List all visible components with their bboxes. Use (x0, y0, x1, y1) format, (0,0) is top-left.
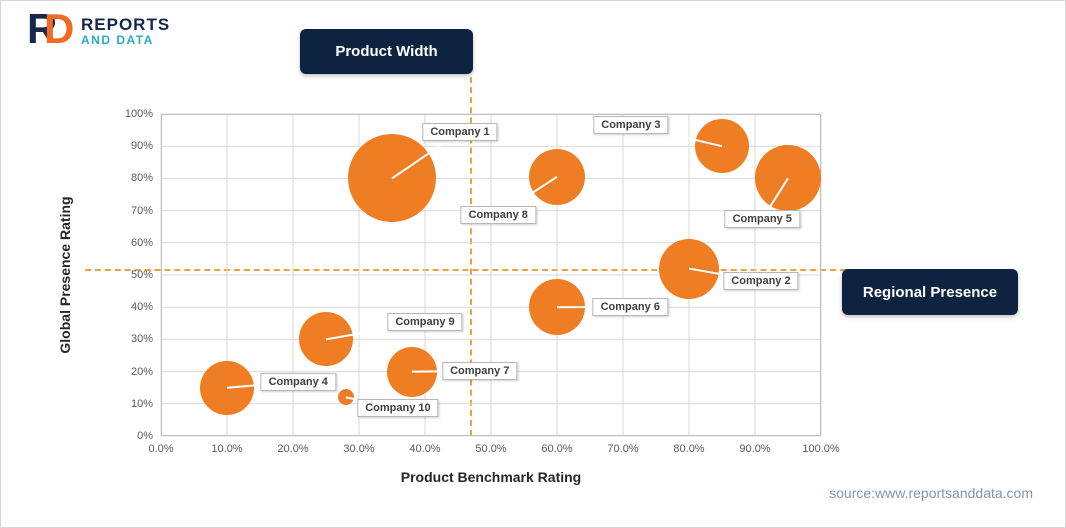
y-tick: 90% (130, 140, 153, 153)
y-tick: 20% (130, 365, 153, 378)
y-tick: 10% (130, 397, 153, 410)
label-company-9: Company 9 (387, 313, 463, 331)
x-tick: 70.0% (607, 443, 639, 455)
logo-line-anddata: AND DATA (81, 32, 154, 47)
product-width-label-box: Product Width (300, 29, 473, 74)
bubble-company-8 (529, 148, 585, 205)
label-company-8: Company 8 (460, 206, 536, 225)
x-tick: 50.0% (475, 443, 507, 455)
logo-mark-icon: R D (27, 5, 79, 52)
bubble-company-5 (755, 145, 821, 212)
regional-presence-label-box: Regional Presence (842, 269, 1018, 315)
x-tick: 40.0% (409, 443, 441, 455)
logo-line-reports: REPORTS (81, 14, 171, 34)
source-credit: source:www.reportsanddata.com (829, 485, 1033, 501)
bubble-company-9 (299, 312, 353, 367)
x-tick: 100.0% (802, 443, 840, 455)
y-axis-title: Global Presence Rating (57, 196, 73, 354)
x-tick: 90.0% (739, 443, 771, 455)
vertical-dashed-divider (469, 77, 472, 436)
x-tick: 80.0% (673, 443, 705, 455)
label-company-5: Company 5 (724, 209, 800, 228)
x-tick: 20.0% (277, 443, 309, 455)
bubble-company-4 (200, 360, 254, 415)
plot-area: Company 1 Company 8 Company 3 Company 5 Comp… (160, 113, 822, 437)
label-company-4: Company 4 (260, 372, 336, 391)
y-tick: 100% (124, 108, 153, 120)
y-tick: 30% (130, 333, 153, 346)
label-company-6: Company 6 (592, 297, 668, 316)
label-company-10: Company 10 (357, 398, 439, 417)
x-tick: 30.0% (343, 443, 375, 455)
y-tick: 50% (130, 269, 153, 281)
bubble-company-2 (659, 238, 719, 299)
y-tick: 70% (130, 204, 153, 217)
horizontal-dashed-divider (85, 268, 846, 271)
x-tick: 0.0% (148, 443, 174, 455)
x-tick: 10.0% (211, 443, 243, 455)
bubble-company-7 (386, 346, 437, 397)
bubble-company-3 (695, 119, 749, 174)
bubble-company-1 (348, 134, 436, 223)
y-tick: 0% (137, 430, 153, 442)
label-company-7: Company 7 (442, 361, 518, 380)
bubble-company-6 (529, 279, 585, 336)
y-tick: 60% (130, 236, 153, 249)
logo-letter-r: R (27, 5, 57, 52)
reports-and-data-logo: R D REPORTS AND DATA (27, 5, 171, 52)
x-tick: 60.0% (541, 443, 573, 455)
label-company-2: Company 2 (723, 272, 799, 291)
y-tick: 40% (130, 301, 153, 314)
label-company-1: Company 1 (422, 123, 498, 142)
logo-text: REPORTS AND DATA (81, 14, 171, 47)
label-company-3: Company 3 (593, 115, 669, 134)
x-axis-title: Product Benchmark Rating (400, 469, 582, 485)
y-tick: 80% (130, 172, 153, 185)
logo-letter-d: D (44, 5, 75, 52)
